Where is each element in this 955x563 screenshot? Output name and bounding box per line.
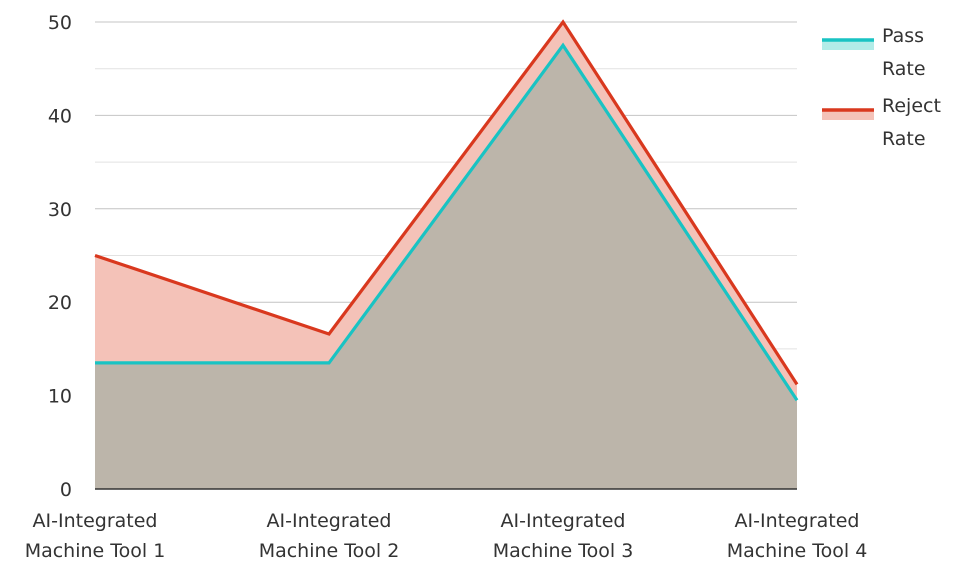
y-tick-label: 0	[60, 479, 72, 501]
x-category-label: Machine Tool 1	[25, 540, 166, 562]
legend-label: Reject	[882, 95, 941, 117]
y-axis-tick-labels: 0 10 20 30 40 50	[48, 12, 72, 501]
legend-label: Pass	[882, 25, 924, 47]
series-lines	[94, 19, 799, 402]
y-tick-label: 20	[48, 292, 72, 314]
area-fill-pass-rate	[95, 45, 797, 489]
area-fills	[95, 22, 797, 489]
y-tick-label: 40	[48, 105, 72, 127]
y-tick-label: 30	[48, 199, 72, 221]
y-tick-label: 50	[48, 12, 72, 34]
x-axis-category-labels: AI-Integrated Machine Tool 1 AI-Integrated…	[25, 510, 868, 562]
x-category-label: AI-Integrated	[735, 510, 860, 532]
y-tick-label: 10	[48, 386, 72, 408]
x-category-label: AI-Integrated	[501, 510, 626, 532]
x-category-label: AI-Integrated	[267, 510, 392, 532]
x-category-label: Machine Tool 2	[259, 540, 400, 562]
legend-swatch	[822, 110, 874, 120]
legend-label: Rate	[882, 128, 926, 150]
legend: Pass Rate Reject Rate	[822, 25, 941, 150]
legend-label: Rate	[882, 58, 926, 80]
x-category-label: Machine Tool 3	[493, 540, 634, 562]
legend-swatch	[822, 40, 874, 50]
series-line-pass-rate	[95, 42, 799, 402]
x-category-label: Machine Tool 4	[727, 540, 868, 562]
series-line-reject-rate	[94, 19, 799, 386]
x-category-label: AI-Integrated	[33, 510, 158, 532]
